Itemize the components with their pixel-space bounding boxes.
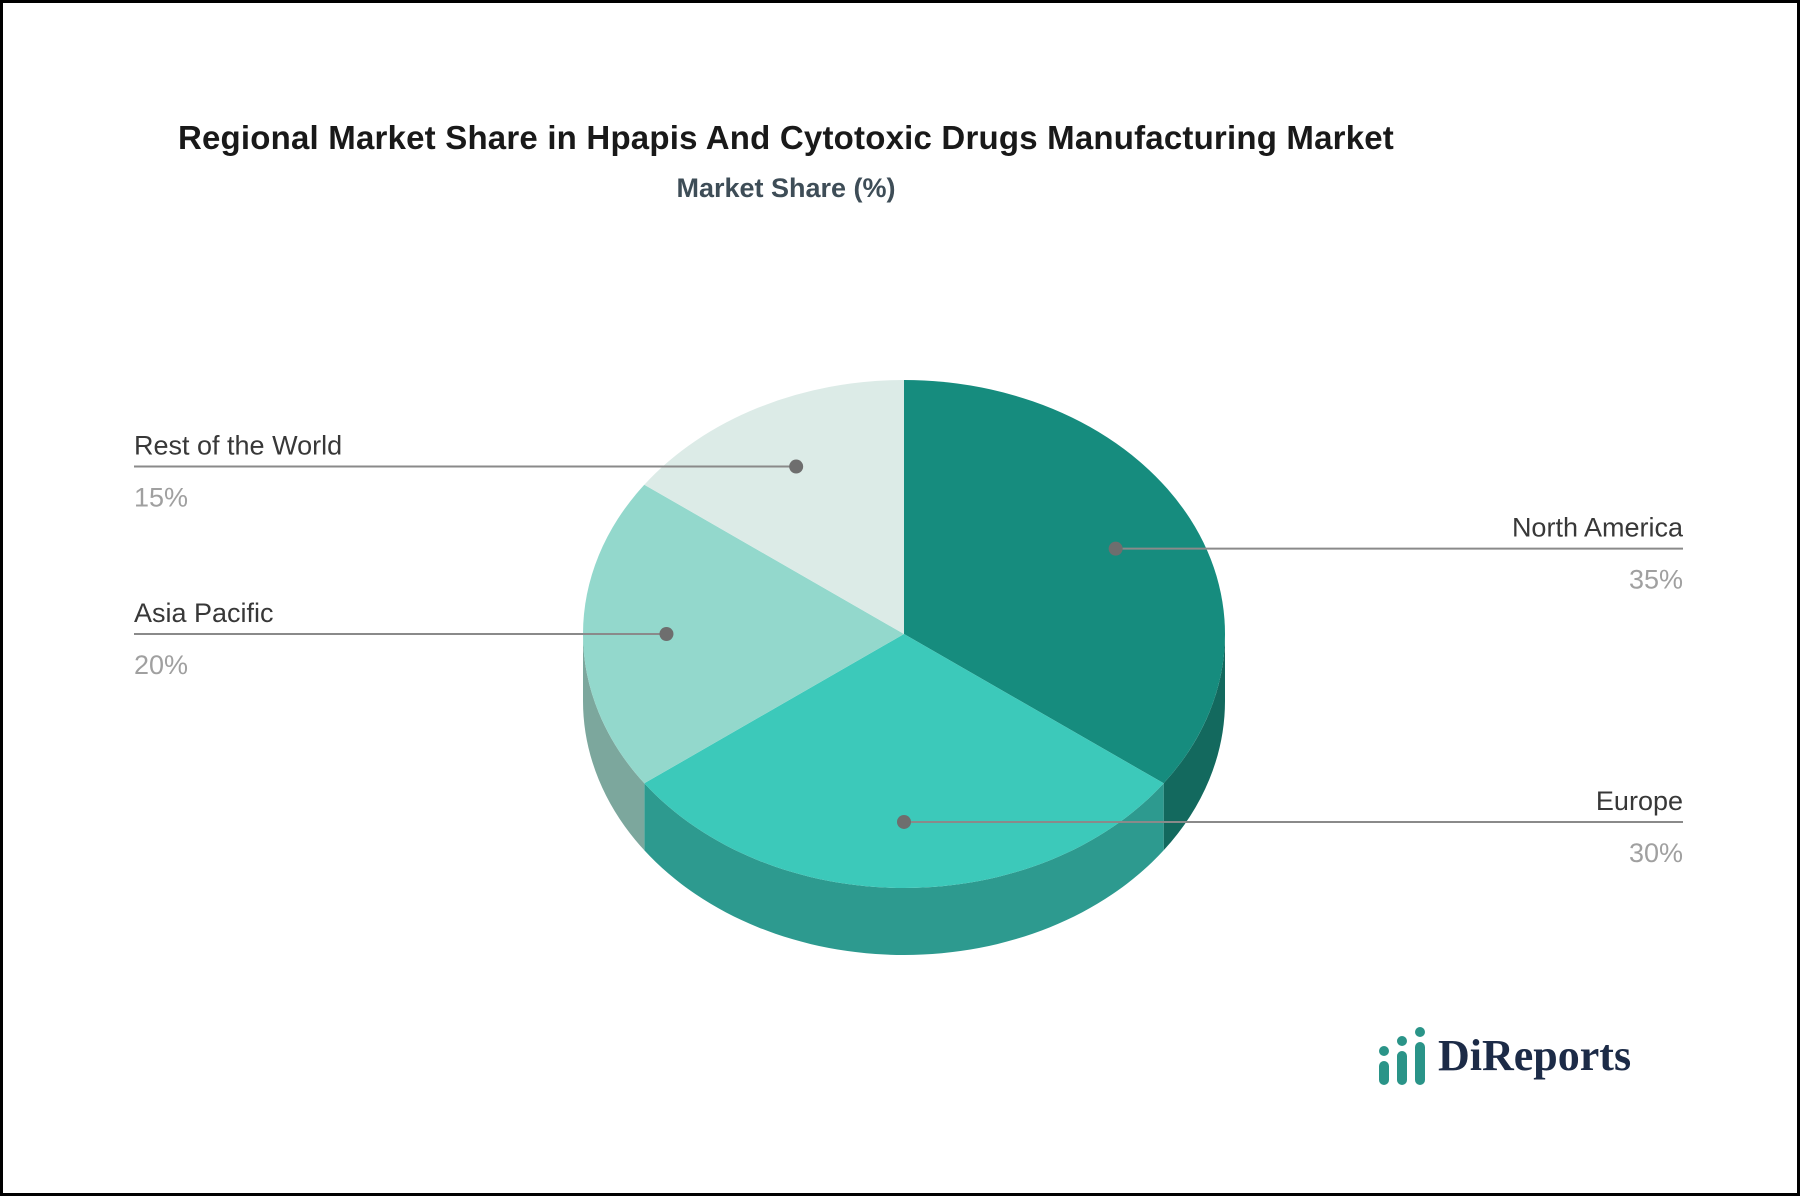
- slice-pct-north-america: 35%: [1629, 565, 1683, 595]
- pie-callouts-group: North America 35% Europe 30% Asia Pacific 20%…: [134, 431, 1684, 868]
- pie-sides-group: [583, 634, 1225, 955]
- slice-label-europe: Europe: [1596, 786, 1683, 816]
- chart-subtitle: Market Share (%): [676, 173, 896, 203]
- callout-dot-rest-of-the-world: [789, 459, 804, 474]
- pie-slice-asia-pacific[interactable]: [583, 484, 904, 784]
- slice-label-north-america: North America: [1512, 513, 1684, 543]
- pie-slice-side-europe: [644, 783, 1164, 955]
- slice-pct-rest-of-the-world: 15%: [134, 483, 188, 513]
- slice-pct-asia-pacific: 20%: [134, 650, 188, 680]
- callout-dot-europe: [897, 814, 911, 829]
- slice-pct-europe: 30%: [1629, 838, 1683, 868]
- pie-slice-side-north-america: [1163, 634, 1225, 851]
- slice-label-rest-of-the-world: Rest of the World: [134, 431, 342, 461]
- chart-title: Regional Market Share in Hpapis And Cyto…: [177, 119, 1395, 156]
- bar-chart-icon: [1379, 1027, 1425, 1085]
- brand-name: DiReports: [1438, 1031, 1632, 1080]
- brand-logo: DiReports: [1375, 1027, 1631, 1085]
- pie-slice-north-america[interactable]: [904, 380, 1225, 784]
- callout-dot-asia-pacific: [659, 627, 674, 641]
- slice-label-asia-pacific: Asia Pacific: [134, 598, 274, 628]
- pie-slice-rest-of-the-world[interactable]: [644, 380, 904, 634]
- pie-slices-group: [583, 380, 1225, 888]
- pie-slice-side-asia-pacific: [583, 634, 645, 851]
- pie-slice-europe[interactable]: [644, 634, 1164, 888]
- pie-chart-svg: North America 35% Europe 30% Asia Pacific 20%…: [134, 380, 1684, 955]
- callout-dot-north-america: [1108, 541, 1123, 556]
